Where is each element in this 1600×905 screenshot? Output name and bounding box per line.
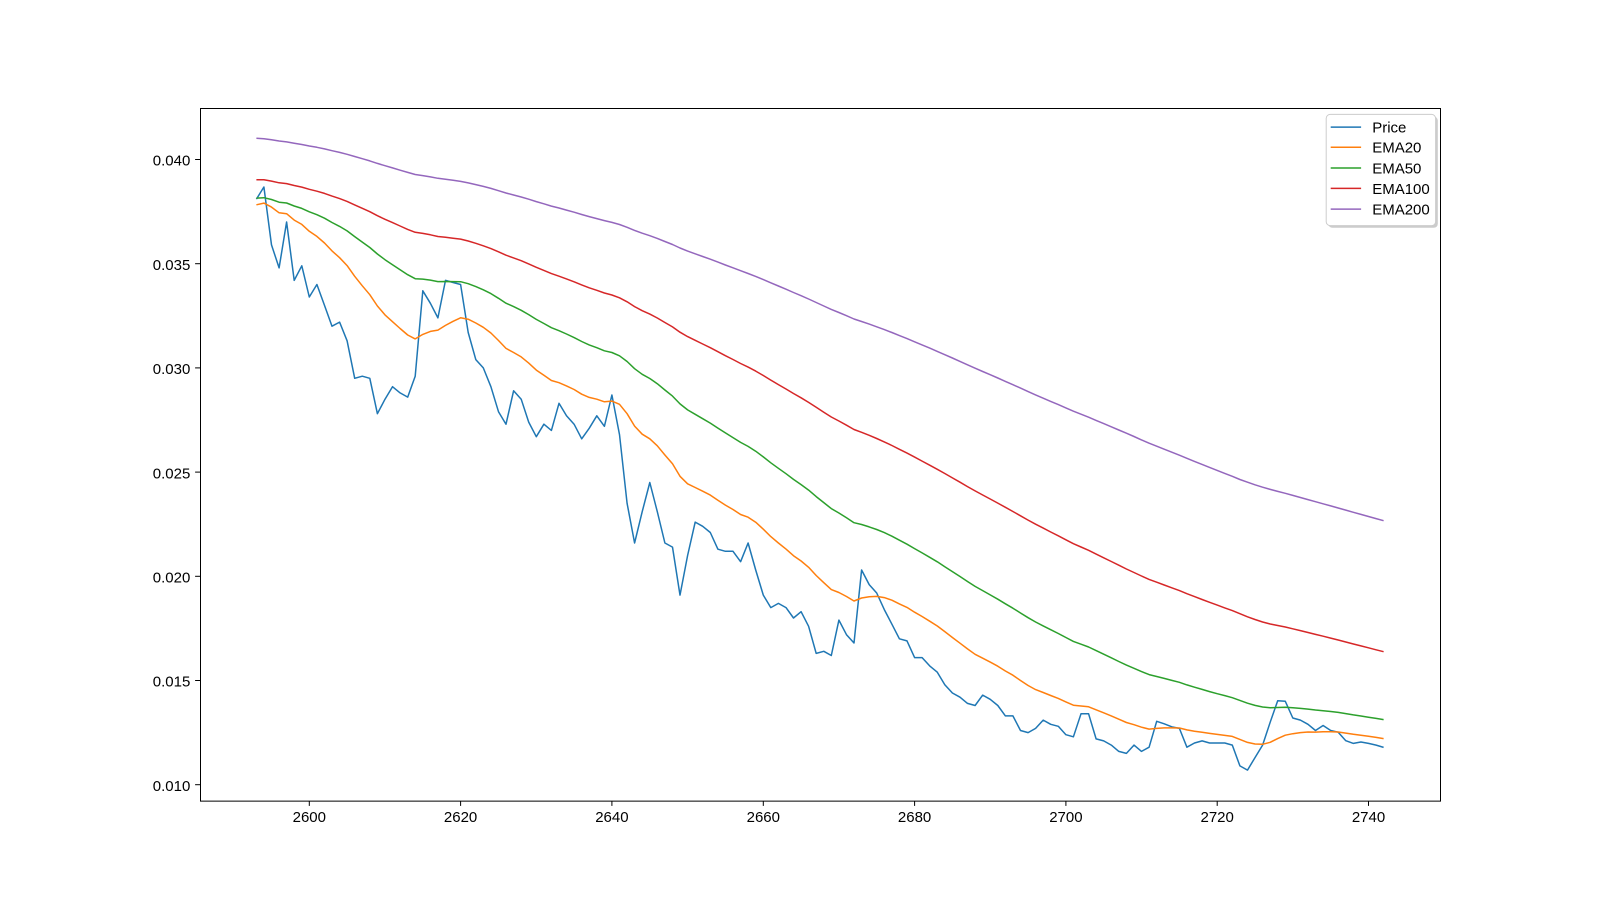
svg-text:2740: 2740 bbox=[1352, 809, 1385, 826]
svg-text:0.020: 0.020 bbox=[153, 570, 191, 587]
svg-text:2660: 2660 bbox=[747, 809, 780, 826]
svg-text:EMA200: EMA200 bbox=[1372, 202, 1430, 219]
svg-text:0.025: 0.025 bbox=[153, 465, 191, 482]
svg-text:2600: 2600 bbox=[293, 809, 326, 826]
svg-text:EMA20: EMA20 bbox=[1372, 140, 1421, 157]
svg-text:2620: 2620 bbox=[444, 809, 477, 826]
svg-text:2720: 2720 bbox=[1201, 809, 1234, 826]
svg-text:0.010: 0.010 bbox=[153, 778, 191, 795]
svg-text:2700: 2700 bbox=[1049, 809, 1082, 826]
svg-text:0.030: 0.030 bbox=[153, 361, 191, 378]
svg-text:0.015: 0.015 bbox=[153, 674, 191, 691]
svg-text:2640: 2640 bbox=[595, 809, 628, 826]
svg-text:Price: Price bbox=[1372, 120, 1406, 137]
svg-text:0.040: 0.040 bbox=[153, 153, 191, 170]
svg-text:EMA50: EMA50 bbox=[1372, 160, 1421, 177]
svg-text:2680: 2680 bbox=[898, 809, 931, 826]
svg-text:0.035: 0.035 bbox=[153, 257, 191, 274]
svg-text:EMA100: EMA100 bbox=[1372, 181, 1430, 198]
